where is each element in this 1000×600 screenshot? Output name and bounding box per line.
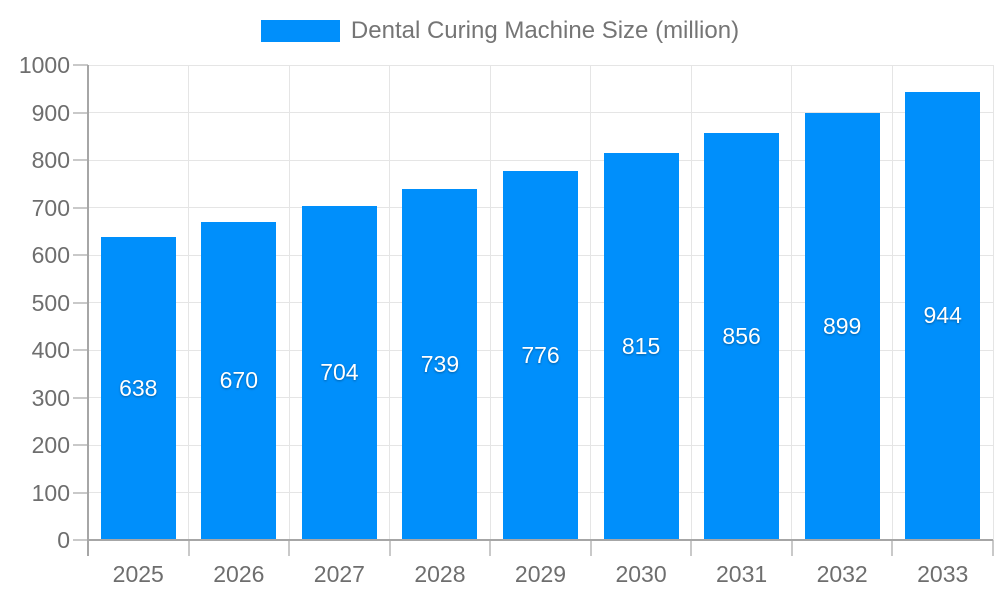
x-axis-tick xyxy=(690,540,693,556)
y-axis-tick-label: 300 xyxy=(31,384,70,411)
y-axis-tick xyxy=(73,396,88,399)
x-axis-category-label: 2026 xyxy=(213,561,265,587)
y-axis-tick xyxy=(73,491,88,494)
bar-value-label: 776 xyxy=(521,342,560,369)
y-axis-tick-label: 100 xyxy=(31,479,70,506)
y-axis-tick-label: 0 xyxy=(57,527,70,553)
bar-value-label: 670 xyxy=(219,367,259,394)
x-axis-category-label: 2031 xyxy=(716,561,768,587)
x-axis-tick xyxy=(187,540,190,556)
y-axis-tick-label: 700 xyxy=(31,194,70,221)
x-axis-category-label: 2032 xyxy=(816,561,868,587)
horizontal-gridline xyxy=(88,64,993,66)
legend-label: Dental Curing Machine Size (million) xyxy=(350,17,740,44)
vertical-gridline xyxy=(690,65,692,540)
bar[interactable]: 739 xyxy=(402,188,478,540)
bar-value-label: 739 xyxy=(420,350,460,377)
vertical-gridline xyxy=(590,65,592,540)
bar[interactable]: 704 xyxy=(301,205,377,540)
y-axis-tick xyxy=(73,254,88,256)
bar[interactable]: 815 xyxy=(603,152,679,540)
x-axis-category-label: 2028 xyxy=(414,561,466,587)
y-axis-tick xyxy=(73,301,88,304)
x-axis-tick xyxy=(489,540,492,556)
y-axis-tick-label: 1000 xyxy=(18,52,70,78)
x-axis-tick xyxy=(589,540,592,556)
bar[interactable]: 670 xyxy=(201,221,277,540)
y-axis-line xyxy=(86,65,89,556)
x-axis-category-label: 2027 xyxy=(313,561,365,587)
y-axis-tick-label: 800 xyxy=(31,147,70,173)
x-axis-category-label: 2029 xyxy=(514,561,567,587)
vertical-gridline xyxy=(188,65,190,540)
x-axis-tick xyxy=(388,540,391,556)
legend[interactable]: Dental Curing Machine Size (million) xyxy=(0,14,1000,48)
vertical-gridline xyxy=(791,65,793,540)
x-axis-tick xyxy=(992,540,994,556)
y-axis-tick xyxy=(73,64,88,66)
horizontal-gridline xyxy=(88,112,993,113)
y-axis-tick xyxy=(73,111,88,114)
bar[interactable]: 944 xyxy=(905,91,981,540)
bar-value-label: 899 xyxy=(822,312,862,339)
x-axis-category-label: 2030 xyxy=(615,561,667,587)
horizontal-gridline xyxy=(88,159,993,161)
vertical-gridline xyxy=(489,65,491,540)
bar[interactable]: 776 xyxy=(503,171,578,540)
x-axis-line xyxy=(86,539,993,541)
bar[interactable]: 899 xyxy=(804,112,880,540)
vertical-gridline xyxy=(389,65,391,540)
y-axis-tick-label: 400 xyxy=(31,337,70,363)
x-axis-tick xyxy=(288,540,291,556)
vertical-gridline xyxy=(288,65,290,540)
y-axis-tick xyxy=(73,206,88,209)
x-axis-tick xyxy=(790,540,793,556)
x-axis-category-label: 2033 xyxy=(917,561,969,587)
bar-value-label: 638 xyxy=(119,374,158,401)
y-axis-tick-label: 500 xyxy=(31,289,70,316)
y-axis-tick xyxy=(73,349,88,351)
x-axis-tick xyxy=(891,540,894,556)
vertical-gridline xyxy=(992,65,994,540)
bar[interactable]: 856 xyxy=(704,133,780,540)
bar-value-label: 704 xyxy=(320,359,359,386)
bar[interactable]: 638 xyxy=(100,236,176,540)
legend-swatch-icon xyxy=(260,20,340,42)
bar-value-label: 856 xyxy=(722,323,761,350)
x-axis-category-label: 2025 xyxy=(112,561,164,587)
y-axis-tick-label: 200 xyxy=(31,432,70,458)
bar-value-label: 815 xyxy=(621,332,661,359)
y-axis-tick-label: 600 xyxy=(31,242,70,268)
y-axis-tick xyxy=(73,159,88,161)
y-axis-tick xyxy=(73,539,88,541)
y-axis-tick xyxy=(73,444,88,446)
bar-value-label: 944 xyxy=(923,302,962,329)
vertical-gridline xyxy=(891,65,893,540)
y-axis-tick-label: 900 xyxy=(31,99,70,126)
